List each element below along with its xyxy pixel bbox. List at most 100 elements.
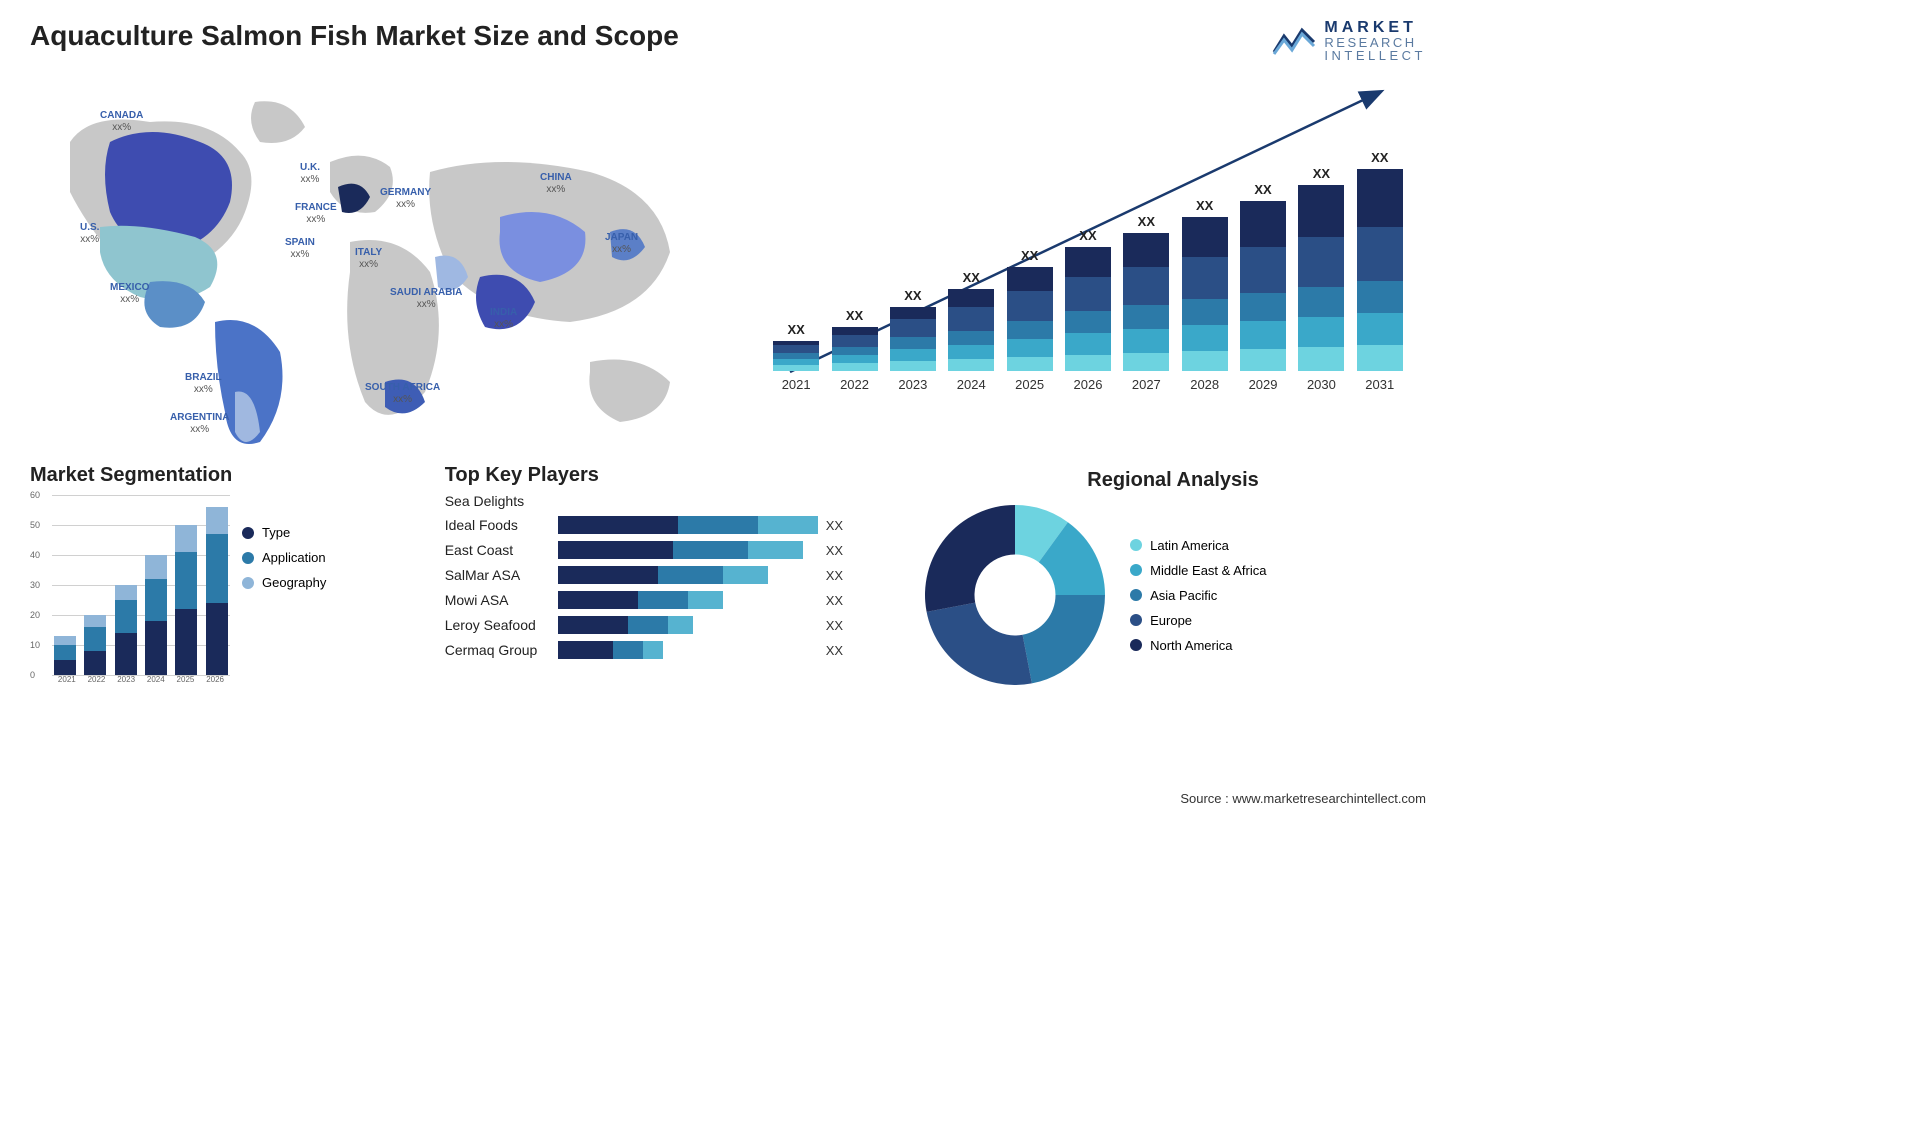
- map-label: GERMANYxx%: [380, 187, 431, 211]
- growth-segment: [1007, 339, 1053, 357]
- x-axis-label: 2025: [177, 675, 195, 695]
- segmentation-segment: [206, 534, 228, 603]
- segmentation-title: Market Segmentation: [30, 464, 435, 487]
- growth-segment: [1007, 267, 1053, 291]
- player-row: Leroy SeafoodXX: [445, 616, 910, 634]
- page-title: Aquaculture Salmon Fish Market Size and …: [30, 20, 679, 52]
- y-axis-label: 40: [30, 550, 40, 560]
- player-name: Leroy Seafood: [445, 617, 550, 633]
- player-segment: [558, 591, 638, 609]
- player-segment: [748, 541, 803, 559]
- player-row: Sea Delights: [445, 493, 910, 509]
- player-segment: [673, 541, 748, 559]
- legend-item: Middle East & Africa: [1130, 563, 1266, 578]
- growth-bar: XX2025: [1007, 248, 1053, 392]
- growth-bar-value: XX: [1196, 198, 1213, 213]
- growth-segment: [1007, 321, 1053, 339]
- player-segment: [558, 566, 658, 584]
- growth-segment: [1007, 357, 1053, 371]
- player-row: Ideal FoodsXX: [445, 516, 910, 534]
- growth-segment: [890, 319, 936, 337]
- player-bar: [558, 641, 818, 659]
- logo-icon: [1272, 26, 1316, 56]
- legend-label: Latin America: [1150, 538, 1229, 553]
- x-axis-label: 2021: [58, 675, 76, 695]
- growth-year-label: 2030: [1307, 377, 1336, 392]
- players-title: Top Key Players: [445, 464, 910, 487]
- growth-year-label: 2021: [782, 377, 811, 392]
- legend-label: Application: [262, 550, 326, 565]
- growth-segment: [832, 355, 878, 363]
- growth-year-label: 2024: [957, 377, 986, 392]
- growth-segment: [773, 345, 819, 353]
- x-axis-label: 2023: [117, 675, 135, 695]
- y-axis-label: 10: [30, 640, 40, 650]
- player-segment: [628, 616, 668, 634]
- growth-segment: [1182, 325, 1228, 351]
- legend-swatch: [1130, 639, 1142, 651]
- growth-segment: [890, 337, 936, 349]
- legend-label: Europe: [1150, 613, 1192, 628]
- legend-item: Geography: [242, 575, 326, 590]
- segmentation-segment: [54, 636, 76, 645]
- regional-panel: Regional Analysis Latin AmericaMiddle Ea…: [920, 464, 1426, 695]
- growth-segment: [1240, 321, 1286, 349]
- segmentation-bar: [206, 507, 228, 675]
- player-value: XX: [826, 518, 843, 533]
- growth-bar: XX2022: [832, 308, 878, 392]
- regional-donut: [920, 500, 1110, 690]
- segmentation-bar: [54, 636, 76, 675]
- segmentation-segment: [175, 609, 197, 675]
- growth-segment: [1182, 299, 1228, 325]
- legend-swatch: [1130, 564, 1142, 576]
- growth-bar: XX2027: [1123, 214, 1169, 392]
- segmentation-segment: [84, 615, 106, 627]
- map-label: FRANCExx%: [295, 202, 337, 226]
- player-segment: [723, 566, 768, 584]
- legend-label: Type: [262, 525, 290, 540]
- segmentation-legend: Type Application Geography: [242, 525, 326, 590]
- map-label: ITALYxx%: [355, 247, 382, 271]
- growth-segment: [1065, 247, 1111, 277]
- segmentation-segment: [206, 507, 228, 534]
- growth-segment: [832, 363, 878, 371]
- player-segment: [558, 616, 628, 634]
- growth-segment: [1357, 313, 1403, 345]
- y-axis-label: 50: [30, 520, 40, 530]
- logo-line1: MARKET: [1324, 20, 1426, 36]
- growth-year-label: 2026: [1074, 377, 1103, 392]
- growth-bar: XX2026: [1065, 228, 1111, 392]
- y-axis-label: 60: [30, 490, 40, 500]
- legend-swatch: [1130, 589, 1142, 601]
- growth-bar-value: XX: [904, 288, 921, 303]
- segmentation-segment: [115, 585, 137, 600]
- segmentation-segment: [175, 552, 197, 609]
- growth-segment: [773, 365, 819, 371]
- growth-segment: [1007, 291, 1053, 321]
- growth-segment: [890, 349, 936, 361]
- legend-item: North America: [1130, 638, 1266, 653]
- growth-bar-value: XX: [1371, 150, 1388, 165]
- regional-legend: Latin AmericaMiddle East & AfricaAsia Pa…: [1130, 538, 1266, 653]
- growth-segment: [890, 307, 936, 319]
- growth-chart: XX2021XX2022XX2023XX2024XX2025XX2026XX20…: [750, 72, 1426, 452]
- map-label: BRAZILxx%: [185, 372, 222, 396]
- player-segment: [613, 641, 643, 659]
- growth-segment: [948, 307, 994, 331]
- growth-segment: [1357, 345, 1403, 371]
- segmentation-segment: [175, 525, 197, 552]
- segmentation-segment: [115, 600, 137, 633]
- legend-swatch: [242, 577, 254, 589]
- map-label: ARGENTINAxx%: [170, 412, 229, 436]
- x-axis-label: 2022: [88, 675, 106, 695]
- growth-segment: [832, 347, 878, 355]
- x-axis-label: 2024: [147, 675, 165, 695]
- donut-slice: [927, 603, 1032, 685]
- growth-bar-value: XX: [1021, 248, 1038, 263]
- world-map-panel: CANADAxx%U.S.xx%MEXICOxx%BRAZILxx%ARGENT…: [30, 72, 730, 452]
- growth-bar: XX2023: [890, 288, 936, 392]
- map-label: SPAINxx%: [285, 237, 315, 261]
- player-row: Mowi ASAXX: [445, 591, 910, 609]
- growth-segment: [1065, 277, 1111, 311]
- growth-segment: [1357, 169, 1403, 227]
